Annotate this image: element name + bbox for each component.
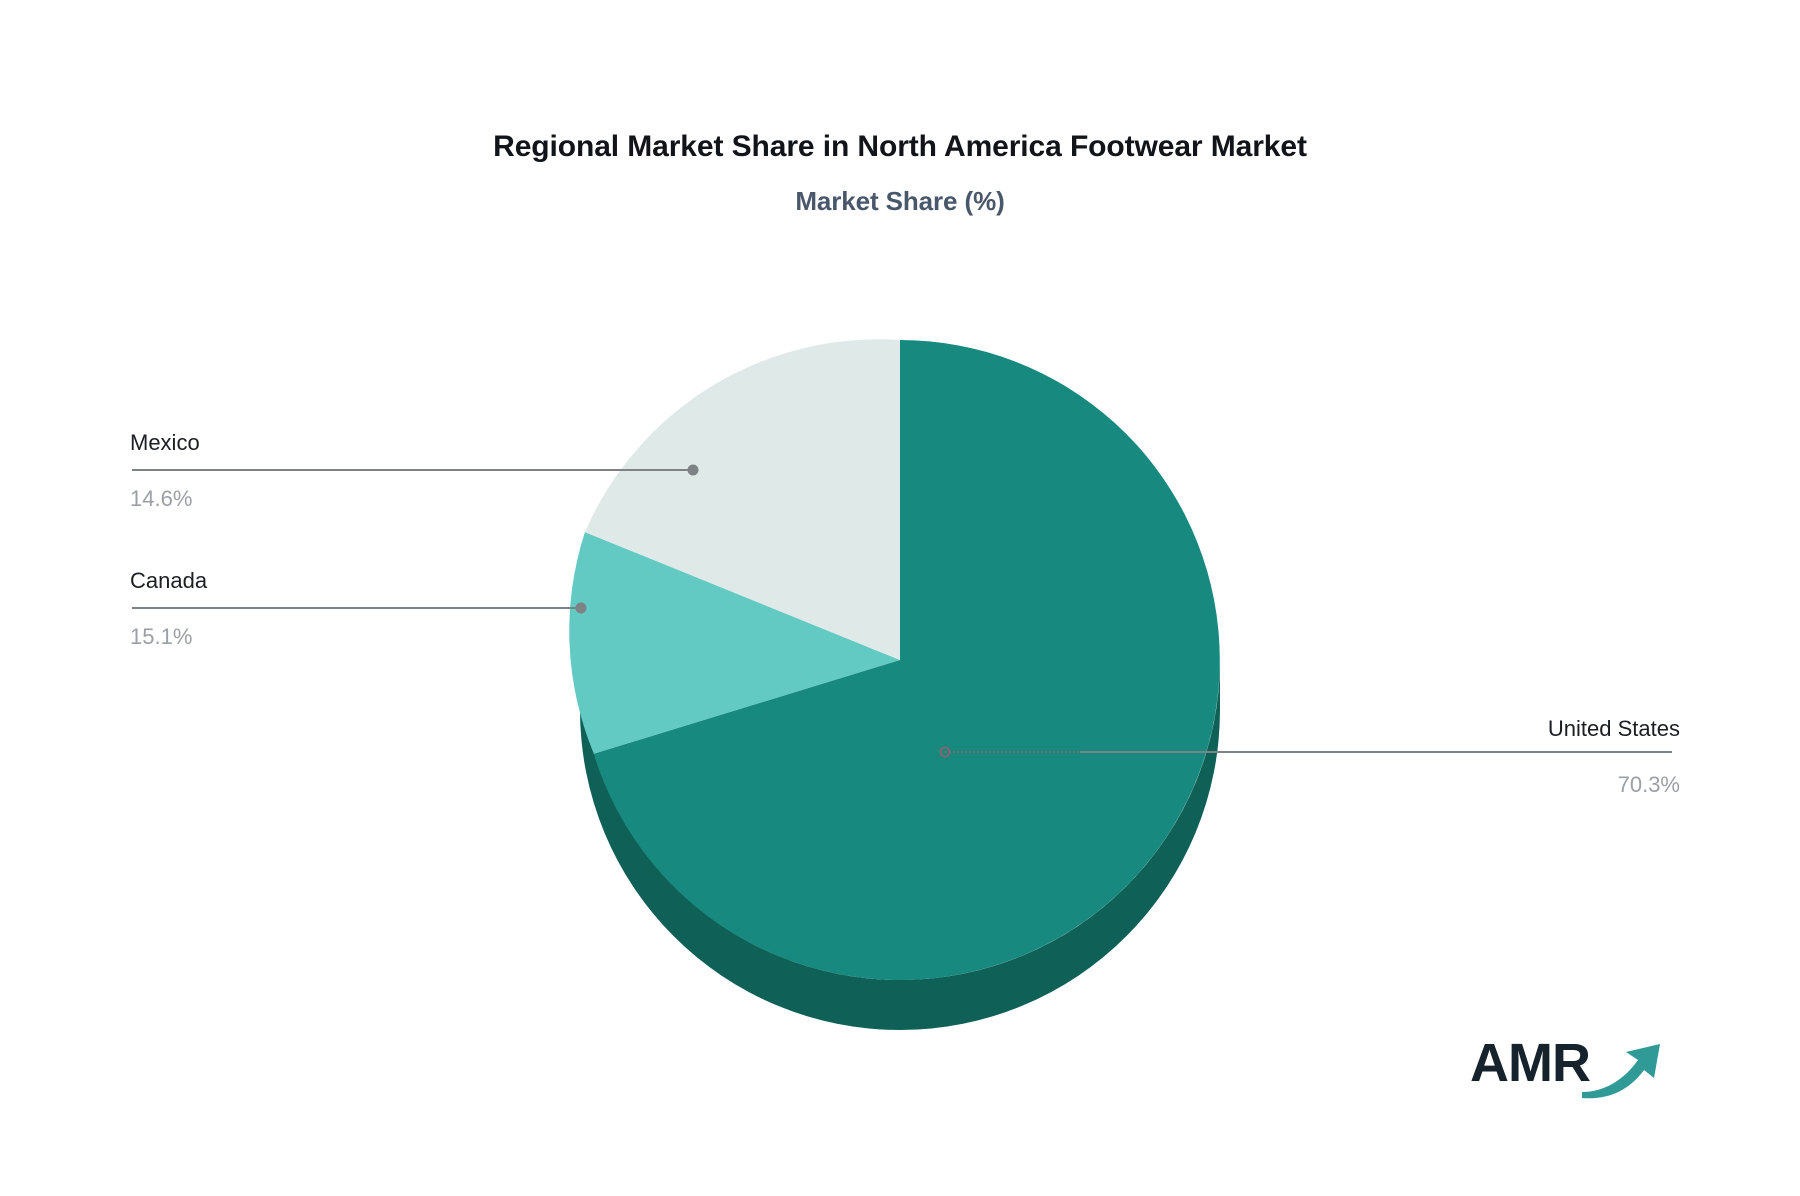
callout-canada-value: 15.1% [130,624,193,649]
callout-united-states-value: 70.3% [1617,772,1680,797]
leader-dot-canada [575,602,587,614]
chart-subtitle: Market Share (%) [795,186,1005,216]
arrow-swoosh-icon [1582,1044,1660,1099]
callout-canada-label: Canada [130,568,208,593]
leader-dot-united-states [939,746,951,758]
callout-mexico-label: Mexico [130,430,200,455]
callout-united-states-label: United States [1547,716,1680,741]
chart-title: Regional Market Share in North America F… [493,130,1307,163]
pie-depth-united-states [580,660,1220,1030]
callout-mexico-value: 14.6% [130,486,193,511]
callout-canada: Canada 15.1% [130,566,430,652]
pie-slice-canada[interactable] [569,532,900,754]
amr-logo: AMR [1470,1030,1660,1100]
amr-logo-text: AMR [1470,1033,1591,1093]
callout-united-states: United States 70.3% [1200,714,1680,800]
callout-mexico: Mexico 14.6% [130,428,430,514]
leader-dot-mexico [687,464,699,476]
pie-slice-mexico[interactable] [584,339,900,660]
pie-slice-united-states[interactable] [593,340,1220,980]
